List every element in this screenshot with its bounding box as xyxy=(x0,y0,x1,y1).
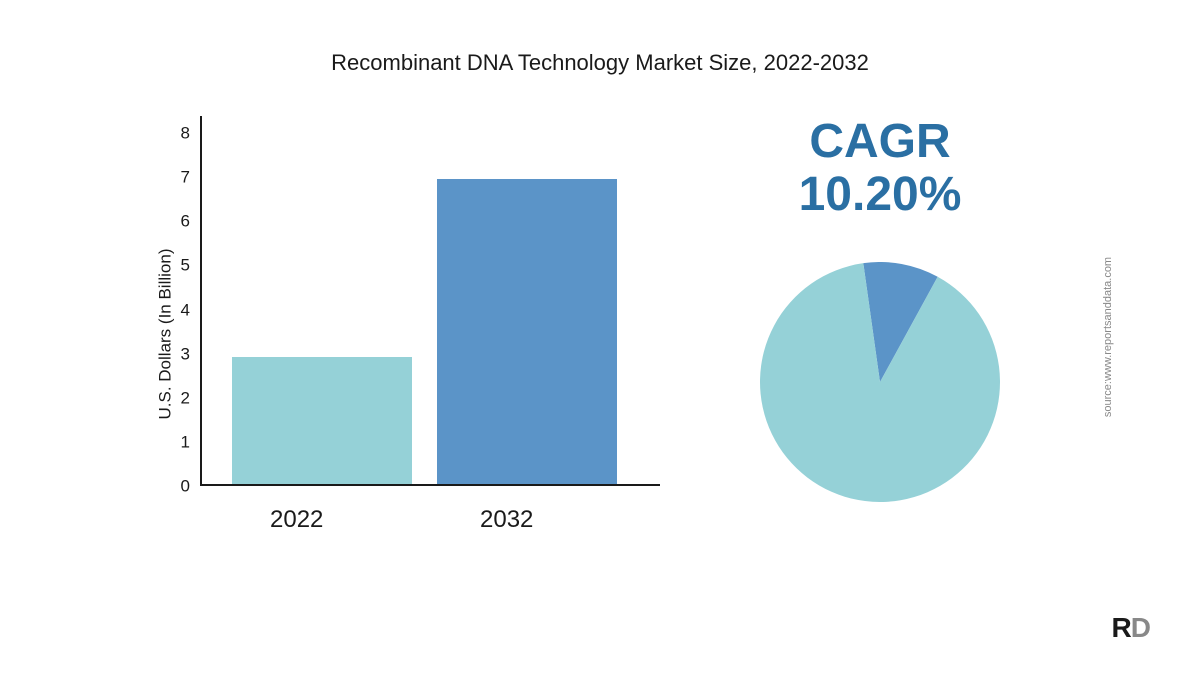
x-label: 2032 xyxy=(480,506,533,534)
pie-chart xyxy=(760,262,1000,502)
cagr-value: 10.20% xyxy=(799,169,962,222)
y-tick: 6 xyxy=(170,213,190,230)
y-tick: 4 xyxy=(170,301,190,318)
source-attribution: source:www.reportsanddata.com xyxy=(1102,257,1114,417)
logo-r-text: R xyxy=(1112,612,1131,643)
logo-d-text: D xyxy=(1131,612,1150,643)
y-tick: 8 xyxy=(170,125,190,142)
y-axis: 012345678 xyxy=(170,116,190,486)
y-tick: 3 xyxy=(170,345,190,362)
x-label: 2022 xyxy=(270,506,323,534)
bar xyxy=(232,357,412,484)
bar-plot xyxy=(200,116,660,486)
cagr-label: CAGR xyxy=(809,116,950,169)
y-tick: 5 xyxy=(170,257,190,274)
bar-chart: U.S. Dollars (In Billion) 012345678 2022… xyxy=(120,116,680,556)
y-tick: 7 xyxy=(170,169,190,186)
bar xyxy=(437,179,617,484)
y-tick: 2 xyxy=(170,389,190,406)
y-tick: 1 xyxy=(170,433,190,450)
y-tick: 0 xyxy=(170,478,190,495)
logo: RD xyxy=(1112,612,1150,644)
chart-title: Recombinant DNA Technology Market Size, … xyxy=(60,50,1140,76)
cagr-panel: CAGR 10.20% xyxy=(760,116,1000,502)
